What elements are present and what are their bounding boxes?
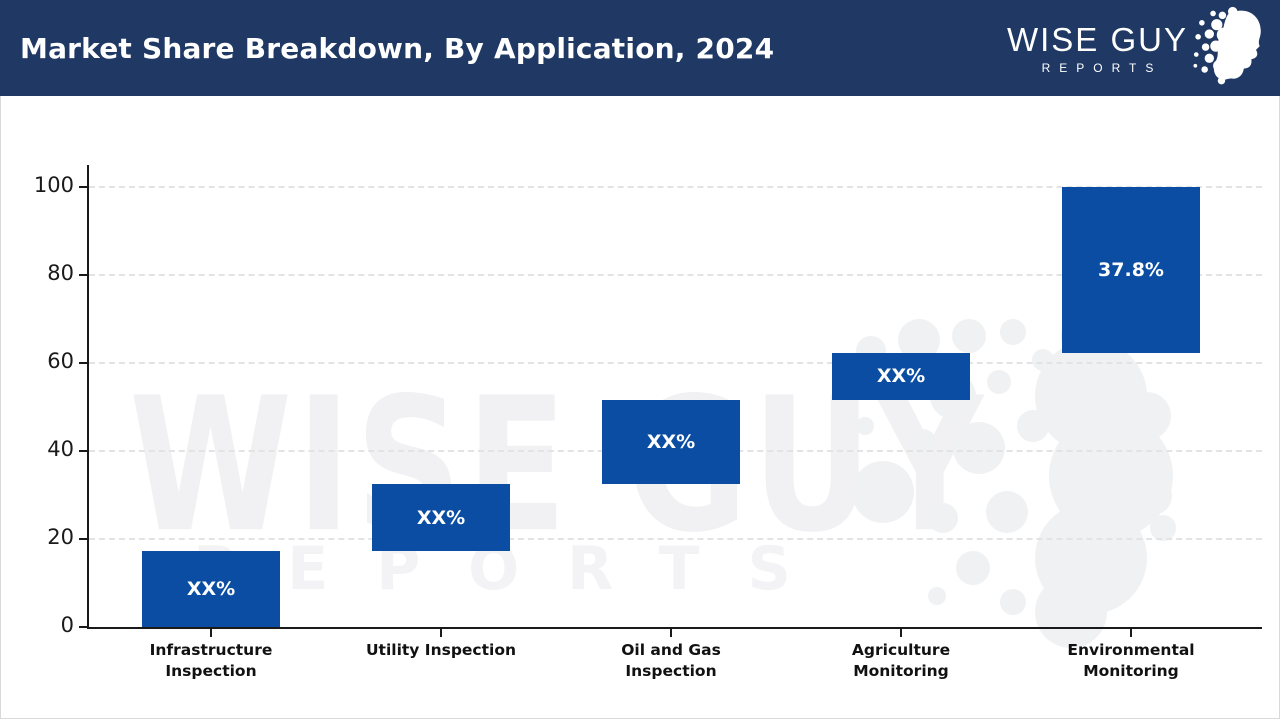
category-label-line: Utility Inspection xyxy=(365,641,517,659)
bar-value-label: XX% xyxy=(646,430,696,453)
page-title: Market Share Breakdown, By Application, … xyxy=(20,31,775,65)
y-tick-mark xyxy=(79,362,87,364)
logo-wordmark: WISE GUY xyxy=(1006,21,1188,58)
waterfall-bar: XX% xyxy=(832,353,970,400)
waterfall-bar: 37.8% xyxy=(1062,187,1200,354)
x-tick-mark xyxy=(1130,629,1132,637)
y-tick-label: 20 xyxy=(47,525,74,549)
bar-value-label: XX% xyxy=(416,506,466,529)
y-tick-mark xyxy=(79,626,87,628)
category-label-line: Infrastructure xyxy=(149,641,273,659)
category-label-line: Inspection xyxy=(625,662,717,680)
category-label-line: Monitoring xyxy=(1083,662,1179,680)
category-label-line: Inspection xyxy=(165,662,257,680)
category-label-line: Agriculture xyxy=(851,641,951,659)
y-tick-label: 100 xyxy=(33,173,74,197)
category-label-line: Monitoring xyxy=(853,662,949,680)
logo-text: WISE GUY REPORTS xyxy=(1007,21,1188,75)
y-tick-label: 80 xyxy=(47,261,74,285)
waterfall-bar: XX% xyxy=(602,399,740,485)
y-tick-label: 60 xyxy=(47,349,74,373)
x-tick-mark xyxy=(900,629,902,637)
x-axis-line xyxy=(87,627,1262,629)
waterfall-bar: XX% xyxy=(372,484,510,551)
waterfall-bar: XX% xyxy=(142,550,280,627)
category-label: Utility Inspection xyxy=(326,640,556,661)
gridline xyxy=(89,274,1262,276)
gridline xyxy=(89,538,1262,540)
y-axis-line xyxy=(87,165,89,629)
watermark-head-icon xyxy=(852,310,1176,648)
logo-subtext: REPORTS xyxy=(1041,61,1163,75)
y-tick-mark xyxy=(79,450,87,452)
bar-value-label: XX% xyxy=(876,365,926,388)
category-label-line: Oil and Gas xyxy=(621,641,721,659)
category-label: Environmental Monitoring xyxy=(1016,640,1246,682)
logo-head-icon xyxy=(1193,6,1261,85)
y-tick-label: 40 xyxy=(47,437,74,461)
x-tick-mark xyxy=(210,629,212,637)
x-tick-mark xyxy=(670,629,672,637)
y-tick-mark xyxy=(79,538,87,540)
y-tick-mark xyxy=(79,186,87,188)
x-tick-mark xyxy=(440,629,442,637)
gridline xyxy=(89,186,1262,188)
category-label: Infrastructure Inspection xyxy=(96,640,326,682)
y-tick-label: 0 xyxy=(60,613,74,637)
category-label-line: Environmental xyxy=(1067,641,1195,659)
category-label: Oil and Gas Inspection xyxy=(556,640,786,682)
y-tick-mark xyxy=(79,274,87,276)
wise-guy-logo: WISE GUY REPORTS xyxy=(1007,0,1266,96)
bar-value-label: XX% xyxy=(186,577,236,600)
category-label: Agriculture Monitoring xyxy=(786,640,1016,682)
gridline xyxy=(89,362,1262,364)
header-bar: Market Share Breakdown, By Application, … xyxy=(0,0,1280,96)
bar-value-label: 37.8% xyxy=(1098,259,1164,282)
